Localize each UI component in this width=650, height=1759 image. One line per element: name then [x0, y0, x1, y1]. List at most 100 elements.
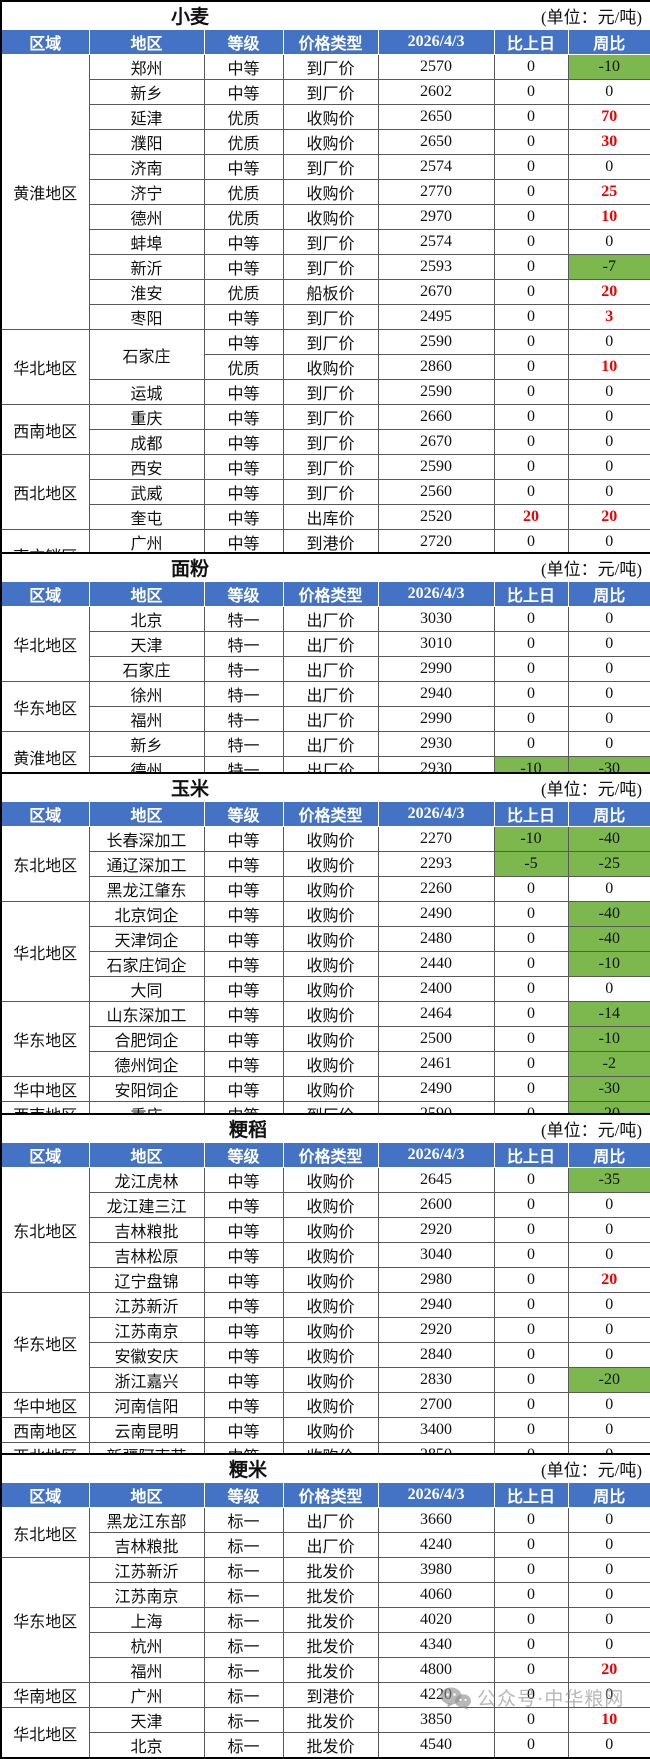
table-row: 枣阳 中等 到厂价 2495 0 3: [1, 304, 650, 330]
price-cell: 3030: [377, 606, 495, 632]
day-change-cell: 0: [493, 429, 569, 455]
grade-cell: 中等: [203, 851, 284, 877]
day-change-cell: 0: [493, 631, 569, 657]
table-row: 东北地区 龙江虎林 中等 收购价 2645 0 -35: [0, 1167, 650, 1293]
table-row: 江苏南京 中等 收购价 2920 0 0: [1, 1317, 650, 1343]
day-change-cell: 0: [493, 154, 569, 180]
price-type-cell: 收购价: [282, 104, 379, 130]
week-change-cell: 10: [567, 354, 650, 380]
region-cell: 西南地区: [0, 404, 90, 455]
price-type-cell: 到厂价: [282, 454, 379, 480]
column-header-6: 周比: [567, 1142, 650, 1168]
day-change-cell: 0: [493, 79, 569, 105]
area-cell: 杭州: [88, 1632, 205, 1658]
price-table-corn: 玉米 (单位：元/吨) 区域 地区 等级 价格类型 2026/4/3 比上日 周比 东北地区 长春深…: [0, 772, 650, 1128]
grade-cell: 中等: [203, 1051, 284, 1077]
price-type-cell: 出厂价: [282, 631, 379, 657]
grade-cell: 中等: [203, 504, 284, 530]
price-cell: 2940: [377, 1292, 495, 1318]
week-change-cell: 0: [567, 154, 650, 180]
grade-cell: 优质: [203, 204, 284, 230]
grade-cell: 标一: [203, 1682, 284, 1708]
column-header-1: 地区: [88, 1482, 205, 1508]
table-row: 江苏南京 标一 批发价 4060 0 0: [1, 1582, 650, 1608]
area-cell: 大同: [88, 976, 205, 1002]
price-cell: 2700: [377, 1392, 495, 1418]
price-cell: 2590: [377, 379, 495, 405]
table-row: 北京 标一 批发价 4540 0 0: [1, 1732, 650, 1759]
grade-cell: 中等: [203, 1076, 284, 1102]
grade-cell: 特一: [203, 731, 284, 757]
price-cell: 2464: [377, 1001, 495, 1027]
day-change-cell: 0: [493, 1242, 569, 1268]
price-cell: 2590: [377, 454, 495, 480]
day-change-cell: 0: [493, 656, 569, 682]
table-row: 蚌埠 中等 到厂价 2574 0 0: [1, 229, 650, 255]
grade-cell: 中等: [203, 479, 284, 505]
week-change-cell: -2: [567, 1051, 650, 1077]
area-cell: 济宁: [88, 179, 205, 205]
day-change-cell: 0: [493, 1051, 569, 1077]
column-header-2: 等级: [203, 29, 284, 55]
table-row: 通辽深加工 中等 收购价 2293 -5 -25: [1, 851, 650, 877]
price-cell: 2930: [377, 731, 495, 757]
price-cell: 2920: [377, 1317, 495, 1343]
day-change-cell: 0: [493, 1292, 569, 1318]
table-row: 辽宁盘锦 中等 收购价 2980 0 20: [1, 1267, 650, 1293]
area-cell: 运城: [88, 379, 205, 405]
day-change-cell: 0: [493, 1392, 569, 1418]
region-cell: 华中地区: [0, 1076, 90, 1102]
price-table-japonica-rice: 粳米 (单位：元/吨) 区域 地区 等级 价格类型 2026/4/3 比上日 周比 东北地区 黑龙江…: [0, 1453, 650, 1759]
table-row: 华东地区 江苏新沂 中等 收购价 2940 0 0: [0, 1292, 650, 1393]
grade-cell: 特一: [203, 706, 284, 732]
table-row: 天津饲企 中等 收购价 2480 0 -40: [1, 926, 650, 952]
grade-cell: 中等: [203, 329, 284, 355]
day-change-cell: 0: [493, 454, 569, 480]
region-cell: 华北地区: [0, 901, 90, 1002]
price-cell: 2461: [377, 1051, 495, 1077]
column-header-3: 价格类型: [282, 1482, 379, 1508]
day-change-cell: 0: [493, 1557, 569, 1583]
grade-cell: 中等: [203, 976, 284, 1002]
grade-cell: 中等: [203, 454, 284, 480]
table-title: 小麦: [1, 1, 379, 30]
week-change-cell: -35: [567, 1167, 650, 1193]
area-cell: 北京饲企: [88, 901, 205, 927]
grade-cell: 中等: [203, 1026, 284, 1052]
grade-cell: 中等: [203, 1167, 284, 1193]
region-cell: 黄淮地区: [0, 54, 90, 330]
region-cell: 华东地区: [0, 1292, 90, 1393]
grade-cell: 中等: [203, 379, 284, 405]
area-cell: 武威: [88, 479, 205, 505]
day-change-cell: 0: [493, 1217, 569, 1243]
area-cell: 福州: [88, 1657, 205, 1683]
section-corn: 玉米 (单位：元/吨) 区域 地区 等级 价格类型 2026/4/3 比上日 周比 东北地区 长春深…: [0, 772, 650, 1128]
grade-cell: 标一: [203, 1532, 284, 1558]
price-type-cell: 收购价: [282, 1367, 379, 1393]
week-change-cell: 0: [567, 1417, 650, 1443]
area-cell: 江苏南京: [88, 1582, 205, 1608]
section-wheat: 小麦 (单位：元/吨) 区域 地区 等级 价格类型 2026/4/3 比上日 周比 黄淮地区 郑州中…: [0, 0, 650, 581]
price-cell: 2560: [377, 479, 495, 505]
week-change-cell: 0: [567, 606, 650, 632]
week-change-cell: -14: [567, 1001, 650, 1027]
price-cell: 2650: [377, 104, 495, 130]
week-change-cell: 0: [567, 1732, 650, 1759]
day-change-cell: 0: [493, 1267, 569, 1293]
area-cell: 江苏新沂: [88, 1557, 205, 1583]
table-row: 成都 中等 到厂价 2670 0 0: [1, 429, 650, 455]
price-cell: 2590: [377, 329, 495, 355]
grade-cell: 中等: [203, 1292, 284, 1318]
table-row: 济南 中等 到厂价 2574 0 0: [1, 154, 650, 180]
price-type-cell: 收购价: [282, 179, 379, 205]
day-change-cell: 0: [493, 1632, 569, 1658]
grade-cell: 中等: [203, 254, 284, 280]
week-change-cell: -40: [567, 926, 650, 952]
week-change-cell: 0: [567, 1532, 650, 1558]
week-change-cell: 0: [567, 706, 650, 732]
price-cell: 2490: [377, 1076, 495, 1102]
price-type-cell: 收购价: [282, 1417, 379, 1443]
price-cell: 2650: [377, 129, 495, 155]
day-change-cell: 0: [493, 731, 569, 757]
day-change-cell: 0: [493, 926, 569, 952]
